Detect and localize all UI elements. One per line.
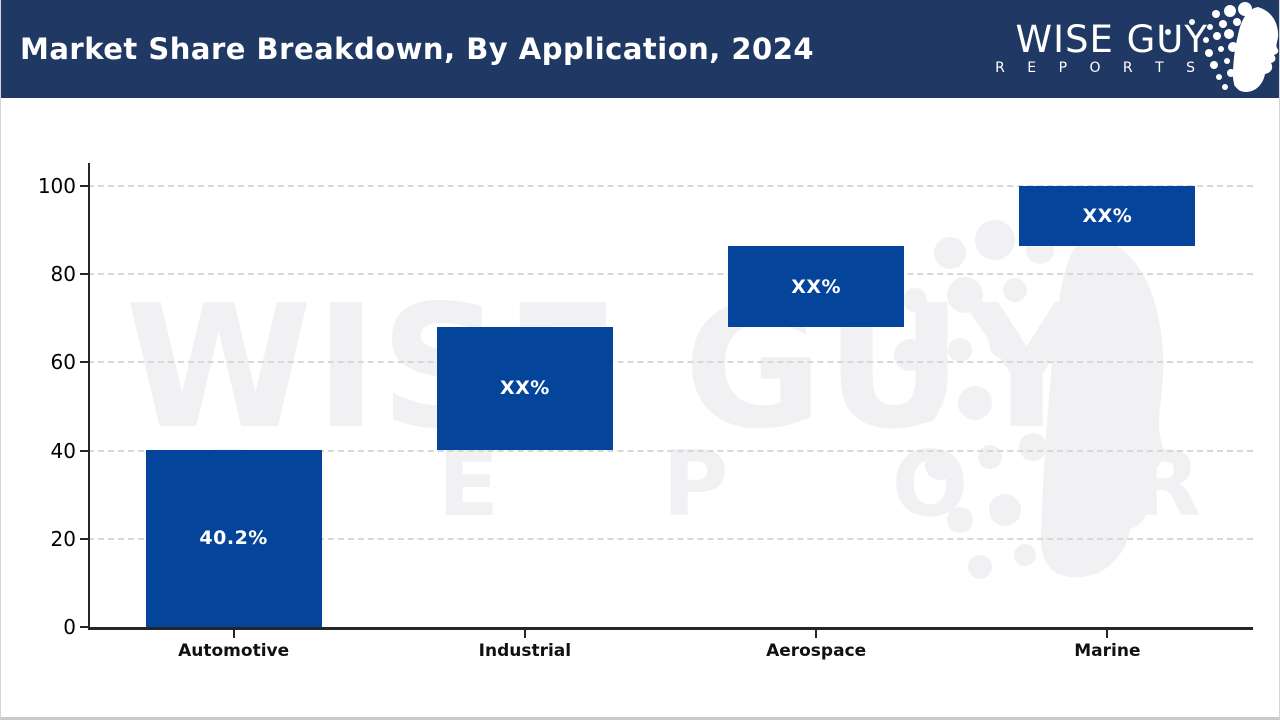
x-tick-aerospace — [815, 630, 818, 638]
y-tick-label-60: 60 — [50, 350, 76, 375]
y-tick-40 — [80, 449, 88, 452]
bar-value-label-aerospace: XX% — [791, 275, 842, 298]
y-tick-20 — [80, 537, 88, 540]
x-axis-line — [88, 627, 1253, 630]
logo-text-wiseguy: WISE GUY — [1015, 18, 1208, 61]
y-tick-100 — [80, 185, 88, 187]
x-tick-label-industrial: Industrial — [478, 641, 572, 661]
y-tick-label-0: 0 — [63, 615, 76, 639]
x-tick-automotive — [232, 630, 235, 638]
gridline-40 — [88, 449, 1253, 452]
x-tick-label-automotive: Automotive — [178, 641, 290, 661]
y-tick-label-100: 100 — [37, 174, 76, 198]
bar-industrial: XX% — [436, 327, 613, 450]
bar-value-label-automotive: 40.2% — [199, 527, 268, 550]
x-tick-label-marine: Marine — [1074, 641, 1141, 661]
bar-value-label-marine: XX% — [1082, 204, 1133, 227]
bar-marine: XX% — [1019, 186, 1196, 246]
x-tick-marine — [1106, 630, 1109, 638]
logo-face-icon — [1165, 2, 1279, 92]
y-tick-60 — [80, 361, 88, 364]
bar-value-label-industrial: XX% — [499, 377, 550, 400]
page-title: Market Share Breakdown, By Application, … — [20, 32, 815, 66]
gridline-100 — [88, 185, 1253, 187]
y-tick-label-80: 80 — [50, 262, 76, 287]
y-tick-80 — [80, 273, 88, 276]
y-tick-label-20: 20 — [50, 526, 76, 551]
gridline-80 — [88, 273, 1253, 276]
y-tick-0 — [80, 626, 88, 628]
y-tick-label-40: 40 — [50, 438, 76, 463]
gridline-60 — [88, 361, 1253, 364]
bar-aerospace: XX% — [728, 245, 905, 328]
header: Market Share Breakdown, By Application, … — [0, 0, 1280, 98]
x-tick-label-aerospace: Aerospace — [766, 641, 867, 661]
brand-logo: WISE GUY R E P O R T S — [995, 0, 1280, 98]
logo-text-reports: R E P O R T S — [995, 60, 1204, 76]
bar-automotive: 40.2% — [145, 449, 322, 627]
x-tick-industrial — [523, 630, 526, 638]
gridline-20 — [88, 537, 1253, 540]
y-axis-line — [88, 163, 90, 630]
